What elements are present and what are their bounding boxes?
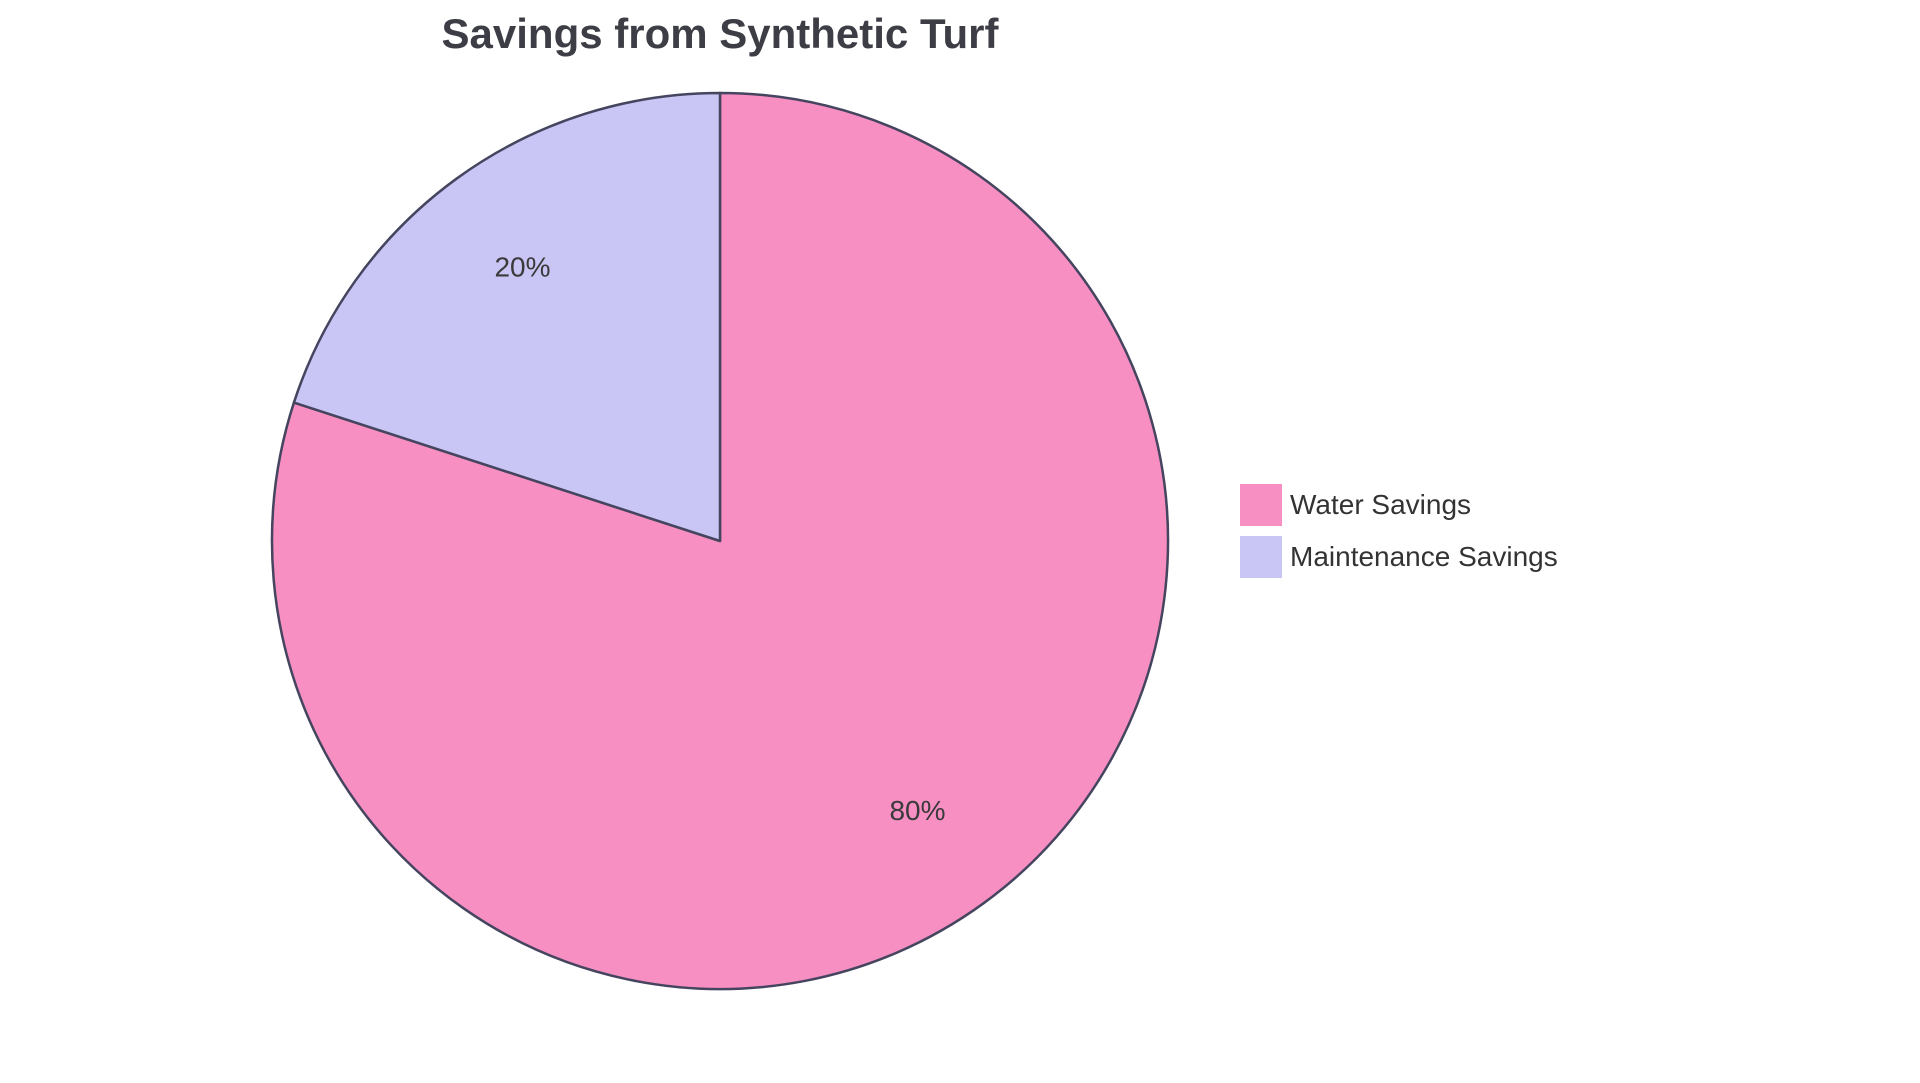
legend: Water Savings Maintenance Savings [1240,484,1558,578]
legend-swatch-maintenance-savings [1240,536,1282,578]
pie-slice-maintenance-savings [292,91,722,543]
legend-swatch-water-savings [1240,484,1282,526]
legend-label-water-savings: Water Savings [1290,489,1472,520]
legend-item-water-savings: Water Savings [1240,484,1558,526]
pie-slice-value-label-water-savings: 80% [889,795,945,826]
chart-title: Savings from Synthetic Turf [441,10,999,57]
legend-item-maintenance-savings: Maintenance Savings [1240,536,1558,578]
legend-label-maintenance-savings: Maintenance Savings [1290,541,1558,572]
pie-slice-value-label-maintenance-savings: 20% [494,252,550,283]
